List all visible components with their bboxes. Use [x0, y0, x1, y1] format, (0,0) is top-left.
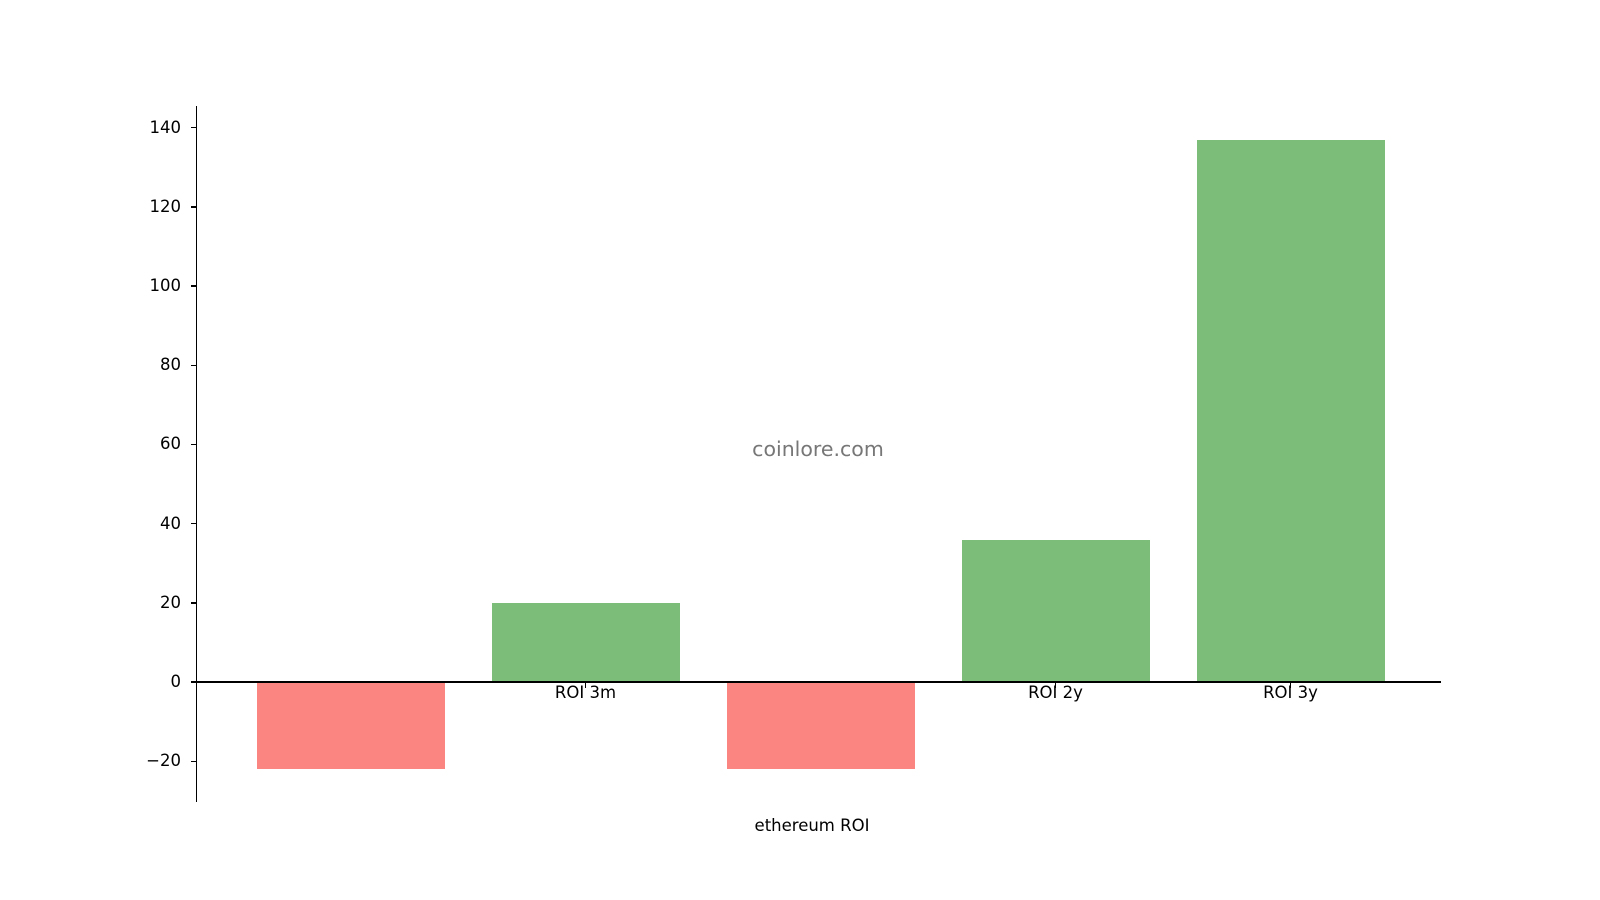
bar-unlabeled-0 — [256, 682, 445, 770]
y-tick-mark — [191, 285, 196, 287]
y-tick-mark — [191, 127, 196, 129]
bar-roi-3m — [491, 602, 680, 683]
bar-roi-2y — [961, 539, 1150, 683]
y-tick-mark — [191, 602, 196, 604]
y-tick-mark — [191, 681, 196, 683]
y-tick-label: 40 — [160, 513, 181, 533]
y-tick-label: 0 — [170, 672, 182, 692]
x-tick-mark — [1289, 682, 1292, 689]
y-tick-mark — [191, 760, 196, 762]
y-tick-mark — [191, 523, 196, 525]
x-tick-mark — [1054, 682, 1057, 689]
y-tick-mark — [191, 364, 196, 366]
bar-unlabeled-2 — [726, 682, 915, 770]
x-axis-line — [197, 681, 1441, 683]
x-tick-mark — [584, 682, 587, 689]
x-tick-label: ROI 3y — [1263, 682, 1318, 702]
y-tick-label: 100 — [149, 276, 182, 296]
x-tick-label: ROI 3m — [554, 682, 617, 702]
bar-roi-3y — [1196, 139, 1385, 683]
x-axis-title: ethereum ROI — [754, 816, 870, 835]
y-tick-label: 140 — [149, 117, 182, 137]
y-tick-label: 60 — [160, 434, 181, 454]
x-tick-label: ROI 2y — [1028, 682, 1083, 702]
y-tick-mark — [191, 206, 196, 208]
y-tick-mark — [191, 443, 196, 446]
y-axis-line — [196, 106, 198, 802]
y-tick-label: 20 — [160, 592, 181, 612]
y-tick-label: −20 — [146, 751, 181, 771]
y-tick-label: 120 — [149, 196, 182, 216]
y-tick-label: 80 — [160, 355, 181, 375]
watermark-text: coinlore.com — [752, 437, 884, 461]
